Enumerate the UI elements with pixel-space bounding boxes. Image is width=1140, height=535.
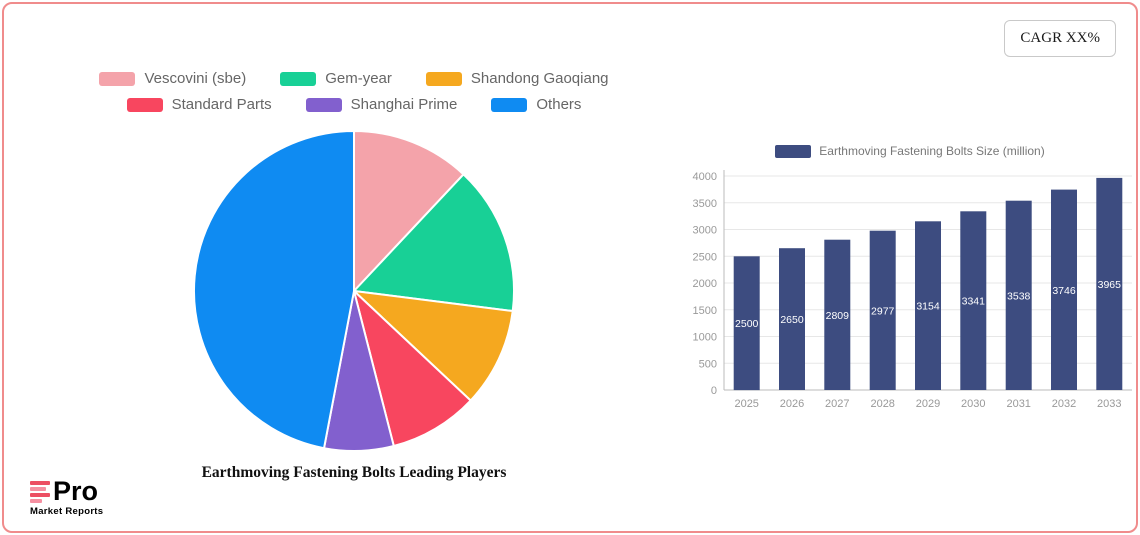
pie-legend: Vescovini (sbe) Gem-year Shandong Gaoqiang… bbox=[99, 70, 609, 122]
x-tick-label: 2026 bbox=[780, 398, 804, 410]
legend-label: Shandong Gaoqiang bbox=[470, 70, 609, 87]
y-tick-label: 2500 bbox=[693, 251, 717, 263]
legend-swatch bbox=[491, 97, 528, 112]
legend-item-others[interactable]: Others bbox=[491, 96, 581, 113]
bar-2026 bbox=[779, 248, 805, 390]
y-tick-label: 2000 bbox=[693, 278, 717, 290]
bar-value-label: 2500 bbox=[735, 318, 759, 330]
x-tick-label: 2033 bbox=[1097, 398, 1121, 410]
pie-legend-row: Standard Parts Shanghai Prime Others bbox=[99, 96, 608, 113]
bar-value-label: 3341 bbox=[962, 296, 986, 308]
x-tick-label: 2028 bbox=[870, 398, 894, 410]
brand-logo: Pro Market Reports bbox=[30, 476, 104, 517]
bar-value-label: 2650 bbox=[780, 314, 804, 326]
x-tick-label: 2025 bbox=[734, 398, 758, 410]
pie-slice-vescovini-sbe bbox=[353, 129, 465, 294]
legend-item-gem-year[interactable]: Gem-year bbox=[280, 70, 392, 87]
bar-legend-swatch bbox=[775, 144, 812, 158]
pie-caption: Earthmoving Fastening Bolts Leading Play… bbox=[201, 464, 507, 481]
y-tick-label: 1000 bbox=[693, 332, 717, 344]
legend-swatch bbox=[126, 97, 163, 112]
legend-label: Standard Parts bbox=[171, 96, 272, 113]
pie-slice-shandong-gaoqiang bbox=[351, 289, 514, 402]
pie-slice-standard-parts bbox=[352, 287, 473, 448]
legend-item-standard-parts[interactable]: Standard Parts bbox=[126, 96, 272, 113]
pie-chart bbox=[192, 129, 516, 453]
bar-2032 bbox=[1051, 189, 1077, 390]
legend-label: Vescovini (sbe) bbox=[144, 70, 247, 87]
x-tick-label: 2032 bbox=[1052, 398, 1076, 410]
legend-swatch bbox=[99, 71, 136, 86]
bar-value-label: 3154 bbox=[916, 301, 940, 313]
x-tick-label: 2030 bbox=[961, 398, 985, 410]
x-tick-label: 2029 bbox=[916, 398, 940, 410]
legend-swatch bbox=[305, 97, 342, 112]
bar-value-label: 3965 bbox=[1098, 279, 1122, 291]
legend-item-vescovini-sbe[interactable]: Vescovini (sbe) bbox=[99, 70, 246, 87]
pie-chart-section: Vescovini (sbe) Gem-year Shandong Gaoqiang… bbox=[34, 70, 674, 482]
bar-2031 bbox=[1005, 200, 1032, 390]
legend-label: Shanghai Prime bbox=[350, 96, 458, 113]
y-tick-label: 3500 bbox=[693, 198, 717, 210]
x-tick-label: 2027 bbox=[825, 398, 849, 410]
y-tick-label: 500 bbox=[699, 358, 717, 370]
legend-label: Gem-year bbox=[325, 70, 392, 87]
legend-item-shanghai-prime[interactable]: Shanghai Prime bbox=[305, 96, 458, 113]
logo-title: Pro bbox=[53, 476, 99, 507]
y-tick-label: 4000 bbox=[693, 171, 717, 183]
bar-value-label: 3538 bbox=[1007, 290, 1031, 302]
bar-2025 bbox=[733, 256, 760, 391]
legend-swatch bbox=[425, 71, 462, 86]
bar-legend-label: Earthmoving Fastening Bolts Size (millio… bbox=[819, 144, 1045, 158]
bar-value-label: 2977 bbox=[871, 305, 895, 317]
bar-2029 bbox=[915, 221, 941, 390]
bar-chart: 0 500 1000 1500 2000 2500 3000 3500 4000 2500 2025… bbox=[693, 170, 1132, 410]
x-tick-label: 2031 bbox=[1006, 398, 1030, 410]
bar-value-label: 2809 bbox=[826, 310, 850, 322]
legend-label: Others bbox=[536, 96, 582, 113]
pie-slice-gem-year bbox=[351, 172, 516, 313]
y-tick-label: 0 bbox=[711, 385, 717, 397]
bar-2027 bbox=[824, 239, 851, 390]
bar-value-label: 3746 bbox=[1052, 285, 1076, 297]
legend-swatch bbox=[280, 71, 317, 86]
cagr-badge[interactable]: CAGR XX% bbox=[1004, 20, 1116, 57]
logo-subtitle: Market Reports bbox=[30, 506, 104, 517]
logo-bars-icon bbox=[30, 481, 50, 504]
bar-legend[interactable]: Earthmoving Fastening Bolts Size (millio… bbox=[682, 144, 1138, 158]
y-tick-label: 3000 bbox=[693, 225, 717, 237]
y-tick-label: 1500 bbox=[693, 305, 717, 317]
pie-slice-others bbox=[192, 129, 355, 450]
bar-2033 bbox=[1096, 177, 1123, 390]
legend-item-shandong-gaoqiang[interactable]: Shandong Gaoqiang bbox=[425, 70, 609, 87]
bar-2028 bbox=[869, 230, 896, 390]
pie-legend-row: Vescovini (sbe) Gem-year Shandong Gaoqiang bbox=[99, 70, 609, 87]
bar-2030 bbox=[960, 211, 987, 390]
bar-chart-section: Earthmoving Fastening Bolts Size (millio… bbox=[682, 144, 1138, 412]
